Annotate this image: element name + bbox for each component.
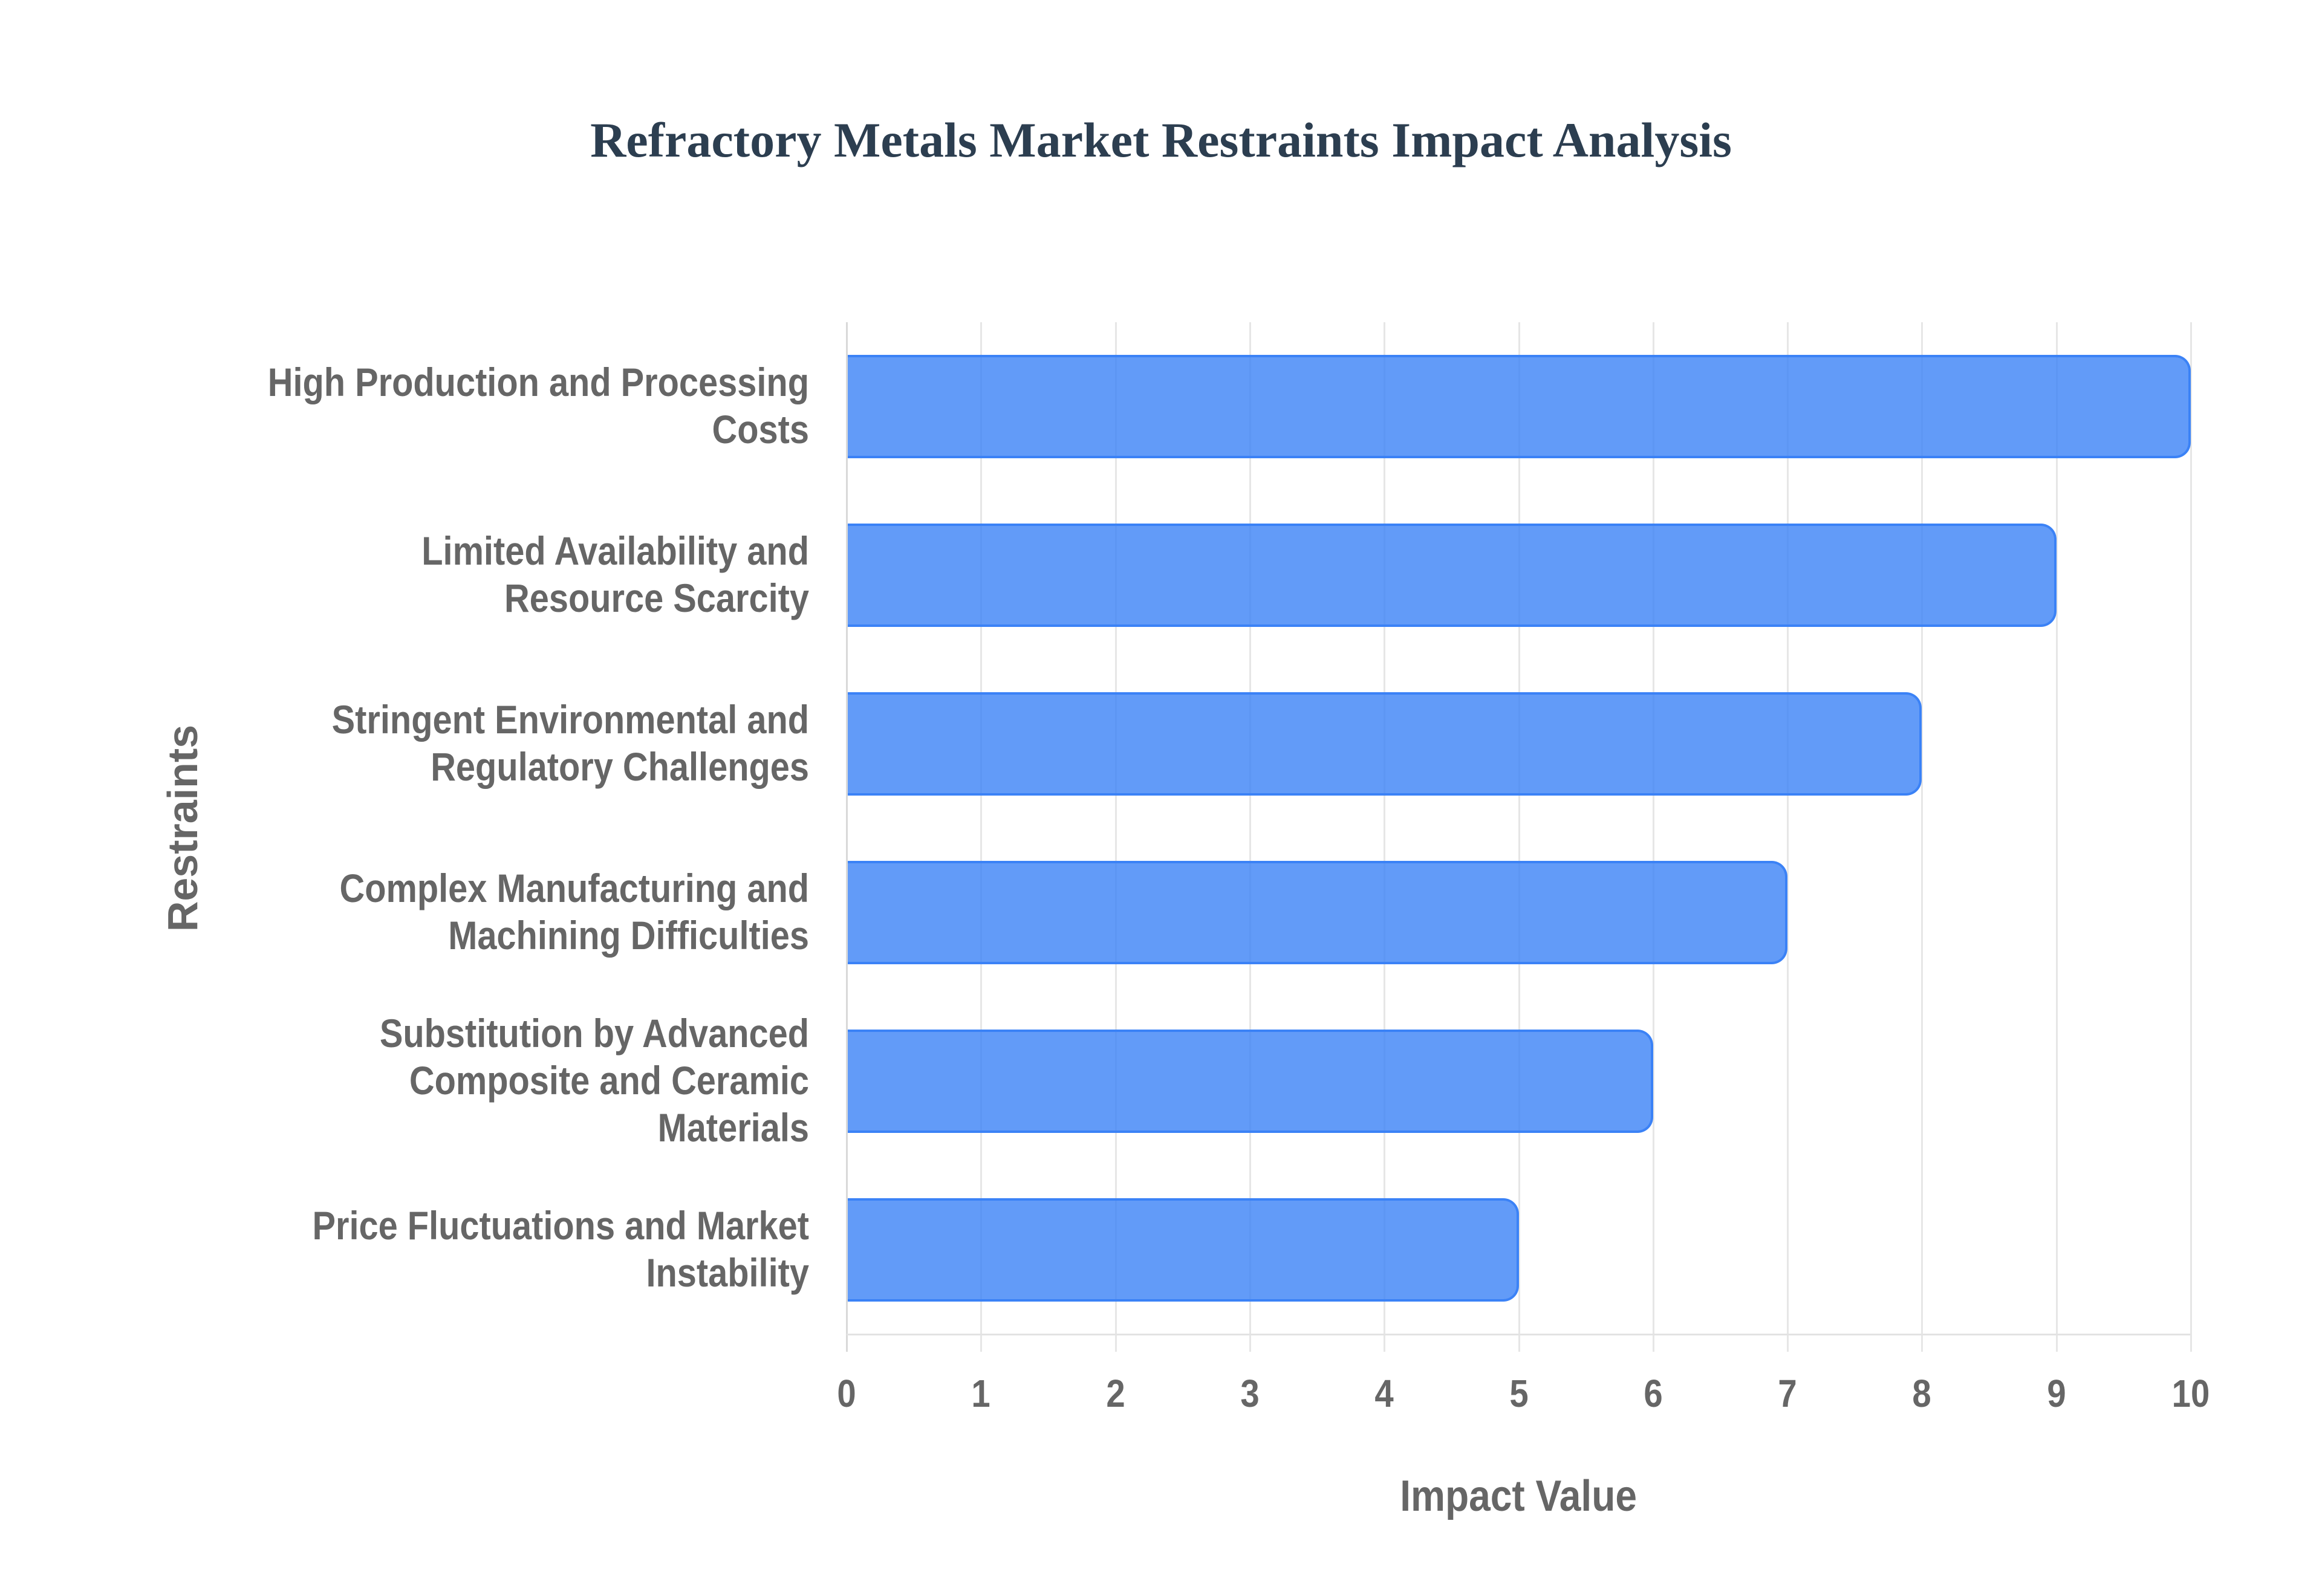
- gridline-x-8: [1921, 322, 1924, 1352]
- gridline-x-9: [2055, 322, 2058, 1352]
- x-tick-label: 9: [2047, 1372, 2066, 1415]
- bar[interactable]: [848, 524, 2057, 627]
- y-tick-label-line: Price Fluctuations and Market: [312, 1202, 809, 1248]
- gridline-x-5: [1518, 322, 1520, 1352]
- y-tick-label-line: Materials: [657, 1105, 809, 1150]
- bar[interactable]: [848, 1198, 1519, 1302]
- x-tick-label: 10: [2171, 1372, 2210, 1415]
- x-tick-label: 6: [1644, 1372, 1663, 1415]
- y-tick-label: Limited Availability and Resource Scarcit…: [83, 527, 809, 621]
- x-tick-label: 5: [1509, 1372, 1529, 1415]
- y-tick-label: High Production and Processing Costs: [83, 358, 809, 453]
- y-tick-label: Price Fluctuations and Market Instability: [83, 1202, 809, 1296]
- x-tick-label: 2: [1105, 1372, 1125, 1415]
- gridline-x-3: [1249, 322, 1251, 1352]
- gridline-x-2: [1114, 322, 1117, 1352]
- gridline-x-1: [980, 322, 983, 1352]
- y-tick-label-line: Costs: [712, 406, 809, 452]
- gridline-x-0: [846, 322, 848, 1352]
- y-tick-label: Complex Manufacturing and Machining Diffi…: [83, 864, 809, 959]
- y-tick-label-line: Substitution by Advanced: [379, 1010, 809, 1056]
- x-axis-title: Impact Value: [1400, 1472, 1637, 1520]
- y-tick-label-line: Complex Manufacturing and: [339, 865, 809, 910]
- x-tick-label: 3: [1240, 1372, 1260, 1415]
- x-tick-label: 1: [971, 1372, 990, 1415]
- y-tick-label: Substitution by Advanced Composite and Ce…: [83, 1010, 809, 1151]
- y-tick-label-line: Machining Difficulties: [448, 912, 809, 958]
- x-tick-label: 7: [1778, 1372, 1797, 1415]
- y-tick-label-line: Resource Scarcity: [504, 575, 809, 620]
- plot-area: [846, 322, 2192, 1352]
- x-tick-label: 0: [837, 1372, 856, 1415]
- bar[interactable]: [848, 861, 1788, 964]
- bar[interactable]: [848, 692, 1922, 796]
- y-tick-label-line: Stringent Environmental and: [331, 696, 809, 742]
- x-tick-label: 8: [1912, 1372, 1932, 1415]
- x-axis-line: [847, 1334, 2191, 1335]
- gridline-x-10: [2190, 322, 2192, 1352]
- y-tick-label: Stringent Environmental and Regulatory Ch…: [83, 696, 809, 790]
- y-tick-label-line: Composite and Ceramic: [409, 1057, 809, 1103]
- x-axis-title-container: Impact Value: [847, 1469, 2191, 1523]
- x-tick-label: 4: [1374, 1372, 1394, 1415]
- gridline-x-6: [1652, 322, 1654, 1352]
- y-tick-label-line: Limited Availability and: [421, 528, 809, 573]
- bar[interactable]: [848, 355, 2191, 458]
- bar[interactable]: [848, 1030, 1653, 1133]
- gridline-x-7: [1787, 322, 1789, 1352]
- y-tick-label-line: Regulatory Challenges: [431, 744, 809, 789]
- chart-title: Refractory Metals Market Restraints Impa…: [590, 112, 1732, 167]
- gridline-x-4: [1384, 322, 1386, 1352]
- y-tick-label-line: High Production and Processing: [267, 359, 809, 404]
- y-tick-label-line: Instability: [646, 1250, 809, 1295]
